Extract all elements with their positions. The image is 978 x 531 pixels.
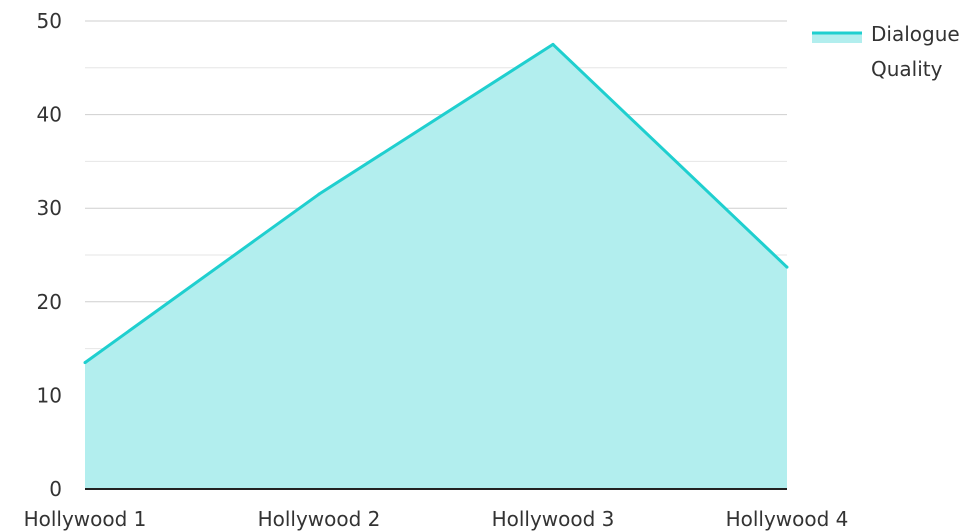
plot-area [83,42,789,490]
x-tick-label: Hollywood 4 [726,507,849,531]
series-area-fill [85,44,787,490]
legend-swatch-fill [812,33,862,43]
x-axis-tick-labels: Hollywood 1 Hollywood 2 Hollywood 3 Hollywo… [24,507,849,531]
legend-label-line-2: Quality [871,57,943,81]
data-point-1 [83,361,87,365]
y-tick-label: 40 [37,103,62,127]
y-tick-label: 0 [49,477,62,501]
y-tick-label: 20 [37,290,62,314]
legend-label-line-1: Dialogue [871,22,960,46]
legend-label: Dialogue Quality [871,22,966,81]
x-tick-label: Hollywood 2 [258,507,381,531]
data-point-4 [785,265,789,269]
data-point-3 [551,42,555,46]
data-point-2 [317,192,321,196]
y-axis-tick-labels: 0 10 20 30 40 50 [37,9,62,501]
y-tick-label: 50 [37,9,62,33]
series-line [84,42,789,364]
legend: Dialogue Quality [812,22,966,81]
x-tick-label: Hollywood 3 [492,507,615,531]
x-tick-label: Hollywood 1 [24,507,147,531]
y-tick-label: 30 [37,196,62,220]
y-tick-label: 10 [37,383,62,407]
